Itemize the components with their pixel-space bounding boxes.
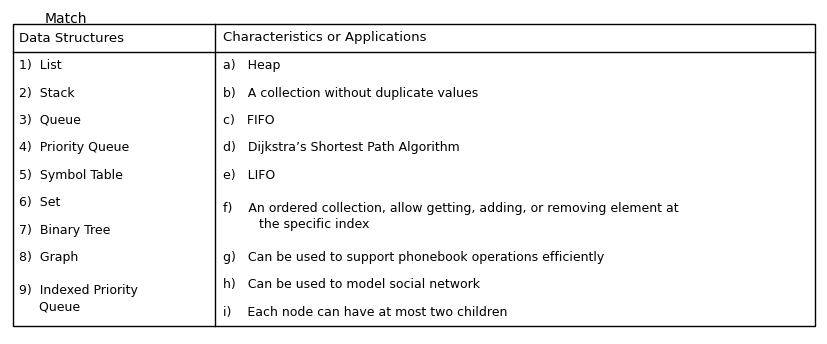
Bar <box>13 24 814 326</box>
Text: c)   FIFO: c) FIFO <box>222 114 275 127</box>
Text: i)    Each node can have at most two children: i) Each node can have at most two childr… <box>222 306 507 319</box>
Text: 3)  Queue: 3) Queue <box>19 114 81 127</box>
Text: 1)  List: 1) List <box>19 59 61 72</box>
Text: 9)  Indexed Priority
     Queue: 9) Indexed Priority Queue <box>19 284 138 313</box>
Text: h)   Can be used to model social network: h) Can be used to model social network <box>222 278 480 291</box>
Text: b)   A collection without duplicate values: b) A collection without duplicate values <box>222 87 478 100</box>
Text: Match: Match <box>45 12 88 26</box>
Text: 7)  Binary Tree: 7) Binary Tree <box>19 224 110 237</box>
Text: 2)  Stack: 2) Stack <box>19 87 74 100</box>
Text: 4)  Priority Queue: 4) Priority Queue <box>19 141 129 154</box>
Text: 5)  Symbol Table: 5) Symbol Table <box>19 169 122 182</box>
Text: f)    An ordered collection, allow getting, adding, or removing element at
     : f) An ordered collection, allow getting,… <box>222 202 678 231</box>
Text: d)   Dijkstra’s Shortest Path Algorithm: d) Dijkstra’s Shortest Path Algorithm <box>222 141 459 154</box>
Text: 6)  Set: 6) Set <box>19 196 60 209</box>
Text: 8)  Graph: 8) Graph <box>19 251 79 264</box>
Text: Characteristics or Applications: Characteristics or Applications <box>222 32 426 44</box>
Text: e)   LIFO: e) LIFO <box>222 169 275 182</box>
Text: a)   Heap: a) Heap <box>222 59 280 72</box>
Text: g)   Can be used to support phonebook operations efficiently: g) Can be used to support phonebook oper… <box>222 251 604 264</box>
Text: Data Structures: Data Structures <box>19 32 124 44</box>
